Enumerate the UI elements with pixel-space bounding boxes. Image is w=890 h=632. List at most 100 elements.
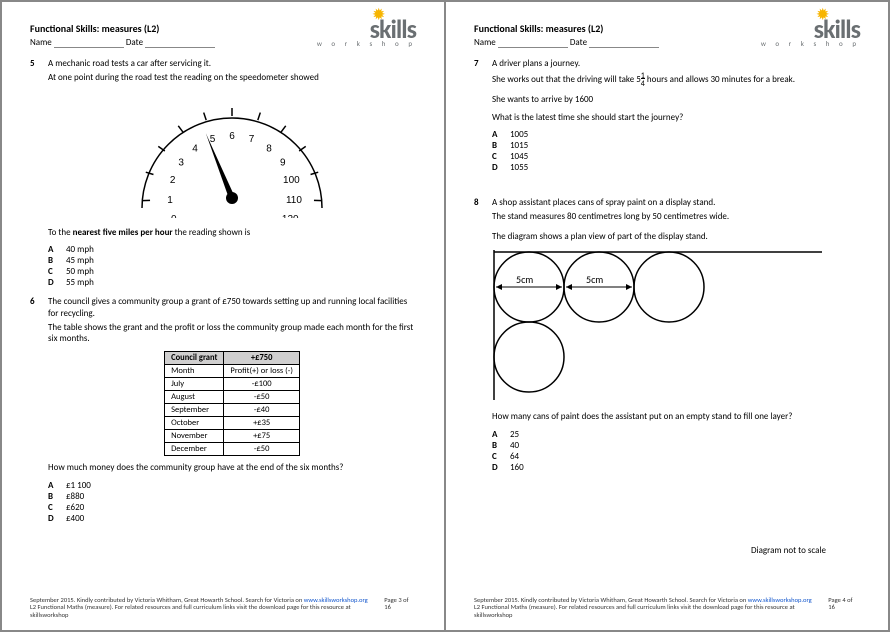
question-8: 8 A shop assistant places cans of spray … <box>474 197 860 473</box>
speedometer-needle <box>206 133 235 199</box>
table-row: July-£100 <box>165 378 300 391</box>
content: 7 A driver plans a journey. She works ou… <box>474 58 860 596</box>
footer-link[interactable]: www.skillsworkshop.org <box>304 596 368 604</box>
svg-text:3: 3 <box>178 157 184 168</box>
svg-text:5: 5 <box>210 134 216 145</box>
footer-left: September 2015. Kindly contributed by Vi… <box>30 597 384 620</box>
svg-text:100: 100 <box>283 175 300 186</box>
page-number: Page 4 of 16 <box>828 597 860 620</box>
question-number: 7 <box>474 58 492 173</box>
name-date-line: Name Date <box>474 37 659 48</box>
question-body: A driver plans a journey. She works out … <box>492 58 860 173</box>
choice-value: 1015 <box>510 140 580 151</box>
footer: September 2015. Kindly contributed by Vi… <box>474 597 860 620</box>
page-3: Functional Skills: measures (L2) Name Da… <box>2 2 444 630</box>
date-blank[interactable] <box>589 39 659 48</box>
table-cell: -£50 <box>224 391 299 404</box>
choice-row[interactable]: B40 <box>492 440 860 451</box>
page-number: Page 3 of 16 <box>384 597 416 620</box>
choice-value: £620 <box>66 502 136 513</box>
choice-row[interactable]: D55 mph <box>48 277 416 288</box>
choice-label: C <box>492 451 510 462</box>
choice-row[interactable]: B45 mph <box>48 255 416 266</box>
cans-svg: 5cm 5cm <box>492 250 822 400</box>
table-header: Council grant <box>165 352 224 365</box>
choice-row[interactable]: C64 <box>492 451 860 462</box>
q8-line2: The stand measures 80 centimetres long b… <box>492 211 860 223</box>
name-blank[interactable] <box>54 39 124 48</box>
question-body: A shop assistant places cans of spray pa… <box>492 197 860 473</box>
svg-text:0: 0 <box>171 214 177 218</box>
choice-row[interactable]: A25 <box>492 429 860 440</box>
table-row: December-£50 <box>165 443 300 456</box>
page-title: Functional Skills: measures (L2) <box>30 22 215 35</box>
choice-row[interactable]: B1015 <box>492 140 860 151</box>
header: Functional Skills: measures (L2) Name Da… <box>30 20 416 48</box>
table-cell: August <box>165 391 224 404</box>
choice-row[interactable]: D1055 <box>492 162 860 173</box>
svg-text:6: 6 <box>229 131 235 142</box>
choice-value: £880 <box>66 491 136 502</box>
choice-label: C <box>48 266 66 277</box>
choice-label: C <box>48 502 66 513</box>
logo-main: ✹ skills <box>317 20 416 38</box>
choice-row[interactable]: A1005 <box>492 129 860 140</box>
choice-row[interactable]: A£1 100 <box>48 480 416 491</box>
choice-row[interactable]: C£620 <box>48 502 416 513</box>
content: 5 A mechanic road tests a car after serv… <box>30 58 416 596</box>
q6-line3: How much money does the community group … <box>48 462 416 474</box>
table-cell: -£40 <box>224 404 299 417</box>
logo-sun-icon: ✹ <box>373 10 384 20</box>
table-cell: July <box>165 378 224 391</box>
question-number: 5 <box>30 58 48 288</box>
date-blank[interactable] <box>145 39 215 48</box>
q7-line4: What is the latest time she should start… <box>492 112 860 124</box>
choice-label: A <box>492 129 510 140</box>
svg-text:2: 2 <box>170 175 176 186</box>
choice-row[interactable]: D£400 <box>48 513 416 524</box>
name-date-line: Name Date <box>30 37 215 48</box>
q8-line4: How many cans of paint does the assistan… <box>492 411 860 423</box>
q8-choices: A25B40C64D160 <box>492 429 860 473</box>
choice-value: 64 <box>510 451 580 462</box>
table-row: October+£35 <box>165 417 300 430</box>
page-4: Functional Skills: measures (L2) Name Da… <box>446 2 888 630</box>
table-row: Month Profit(+) or loss (-) <box>165 365 300 378</box>
footer: September 2015. Kindly contributed by Vi… <box>30 597 416 620</box>
date-label: Date <box>126 37 143 48</box>
footer-link[interactable]: www.skillsworkshop.org <box>748 596 812 604</box>
q7-line2: She works out that the driving will take… <box>492 72 860 88</box>
table-cell: -£50 <box>224 443 299 456</box>
can-circle <box>494 322 564 392</box>
table-cell: -£100 <box>224 378 299 391</box>
q5-line2: At one point during the road test the re… <box>48 72 416 84</box>
speedometer-diagram: 0123456789100110120 <box>48 88 416 221</box>
choice-row[interactable]: C50 mph <box>48 266 416 277</box>
choice-value: 1045 <box>510 151 580 162</box>
dim-label: 5cm <box>516 273 533 286</box>
q5-line3: To the nearest five miles per hour the r… <box>48 227 416 239</box>
choice-value: 55 mph <box>66 277 136 288</box>
choice-row[interactable]: B£880 <box>48 491 416 502</box>
choice-row[interactable]: A40 mph <box>48 244 416 255</box>
choice-value: 160 <box>510 462 580 473</box>
date-label: Date <box>570 37 587 48</box>
cans-diagram: 5cm 5cm Diagram not to scale <box>492 250 860 403</box>
table-header: +£750 <box>224 352 299 365</box>
question-7: 7 A driver plans a journey. She works ou… <box>474 58 860 173</box>
choice-label: D <box>48 277 66 288</box>
logo: ✹ skills w o r k s h o p <box>317 20 416 48</box>
choice-label: B <box>492 140 510 151</box>
svg-text:120: 120 <box>282 214 299 218</box>
choice-value: £1 100 <box>66 480 136 491</box>
table-cell: +£35 <box>224 417 299 430</box>
table-row: November+£75 <box>165 430 300 443</box>
choice-row[interactable]: C1045 <box>492 151 860 162</box>
table-row: September-£40 <box>165 404 300 417</box>
table-cell: October <box>165 417 224 430</box>
choice-label: D <box>48 513 66 524</box>
header: Functional Skills: measures (L2) Name Da… <box>474 20 860 48</box>
svg-text:8: 8 <box>266 143 272 154</box>
choice-row[interactable]: D160 <box>492 462 860 473</box>
name-blank[interactable] <box>498 39 568 48</box>
